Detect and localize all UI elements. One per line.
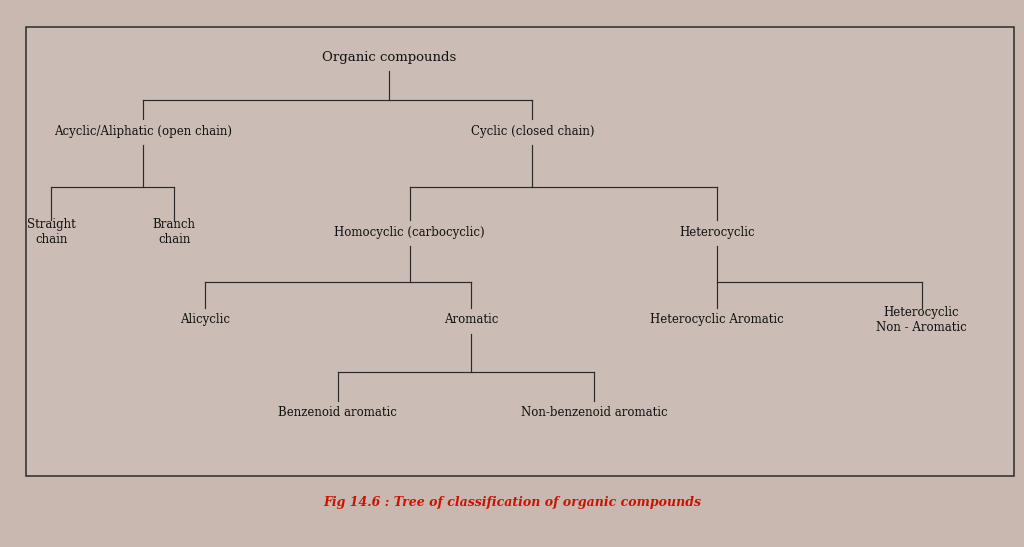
FancyBboxPatch shape xyxy=(26,27,1014,476)
Text: Aromatic: Aromatic xyxy=(443,313,499,327)
Text: Homocyclic (carbocyclic): Homocyclic (carbocyclic) xyxy=(334,226,485,239)
Text: Cyclic (closed chain): Cyclic (closed chain) xyxy=(471,125,594,138)
Text: Heterocyclic: Heterocyclic xyxy=(679,226,755,239)
Text: Acyclic/Aliphatic (open chain): Acyclic/Aliphatic (open chain) xyxy=(54,125,232,138)
Text: Heterocyclic
Non - Aromatic: Heterocyclic Non - Aromatic xyxy=(877,306,967,334)
Text: Branch
chain: Branch chain xyxy=(153,218,196,247)
Text: Straight
chain: Straight chain xyxy=(27,218,76,247)
Text: Heterocyclic Aromatic: Heterocyclic Aromatic xyxy=(650,313,783,327)
Text: Fig 14.6 : Tree of classification of organic compounds: Fig 14.6 : Tree of classification of org… xyxy=(323,496,701,509)
Text: Organic compounds: Organic compounds xyxy=(322,51,457,64)
Text: Non-benzenoid aromatic: Non-benzenoid aromatic xyxy=(520,406,668,420)
Text: Benzenoid aromatic: Benzenoid aromatic xyxy=(279,406,397,420)
Text: Alicyclic: Alicyclic xyxy=(180,313,229,327)
